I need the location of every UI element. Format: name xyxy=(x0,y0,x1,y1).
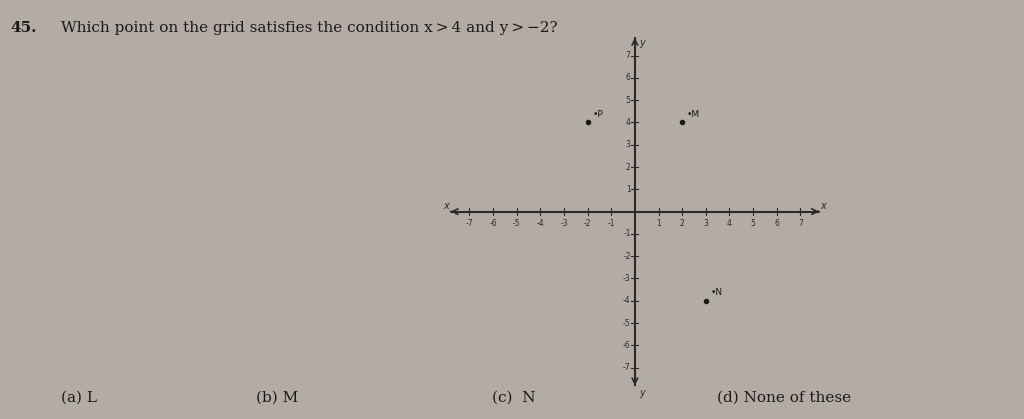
Text: -1: -1 xyxy=(607,219,615,228)
Text: -5: -5 xyxy=(623,318,631,328)
Text: -3: -3 xyxy=(623,274,631,283)
Text: -3: -3 xyxy=(560,219,567,228)
Text: 4: 4 xyxy=(626,118,631,127)
Text: 1: 1 xyxy=(626,185,631,194)
Text: 7: 7 xyxy=(626,51,631,60)
Text: x: x xyxy=(443,201,450,211)
Text: (a) L: (a) L xyxy=(61,391,97,405)
Text: •N: •N xyxy=(711,288,723,297)
Text: 1: 1 xyxy=(656,219,660,228)
Text: 45.: 45. xyxy=(10,21,37,35)
Text: (b) M: (b) M xyxy=(256,391,298,405)
Text: (d) None of these: (d) None of these xyxy=(717,391,851,405)
Text: -5: -5 xyxy=(513,219,520,228)
Text: x: x xyxy=(820,201,826,211)
Text: 3: 3 xyxy=(626,140,631,149)
Text: 5: 5 xyxy=(626,96,631,105)
Text: -7: -7 xyxy=(466,219,473,228)
Text: Which point on the grid satisfies the condition x > 4 and y > −2?: Which point on the grid satisfies the co… xyxy=(61,21,558,35)
Text: 6: 6 xyxy=(626,73,631,83)
Text: -6: -6 xyxy=(489,219,497,228)
Text: 6: 6 xyxy=(774,219,779,228)
Text: -2: -2 xyxy=(624,252,631,261)
Text: -4: -4 xyxy=(537,219,544,228)
Text: 2: 2 xyxy=(626,163,631,171)
Text: -2: -2 xyxy=(584,219,592,228)
Text: y: y xyxy=(639,38,645,48)
Text: -1: -1 xyxy=(624,229,631,238)
Text: 2: 2 xyxy=(680,219,684,228)
Text: -6: -6 xyxy=(623,341,631,350)
Text: 5: 5 xyxy=(751,219,756,228)
Text: 3: 3 xyxy=(703,219,709,228)
Text: -4: -4 xyxy=(623,296,631,305)
Text: 7: 7 xyxy=(798,219,803,228)
Text: -7: -7 xyxy=(623,363,631,372)
Text: y: y xyxy=(639,388,645,398)
Text: •M: •M xyxy=(687,110,700,119)
Text: 4: 4 xyxy=(727,219,732,228)
Text: (c)  N: (c) N xyxy=(492,391,535,405)
Text: •P: •P xyxy=(592,110,603,119)
